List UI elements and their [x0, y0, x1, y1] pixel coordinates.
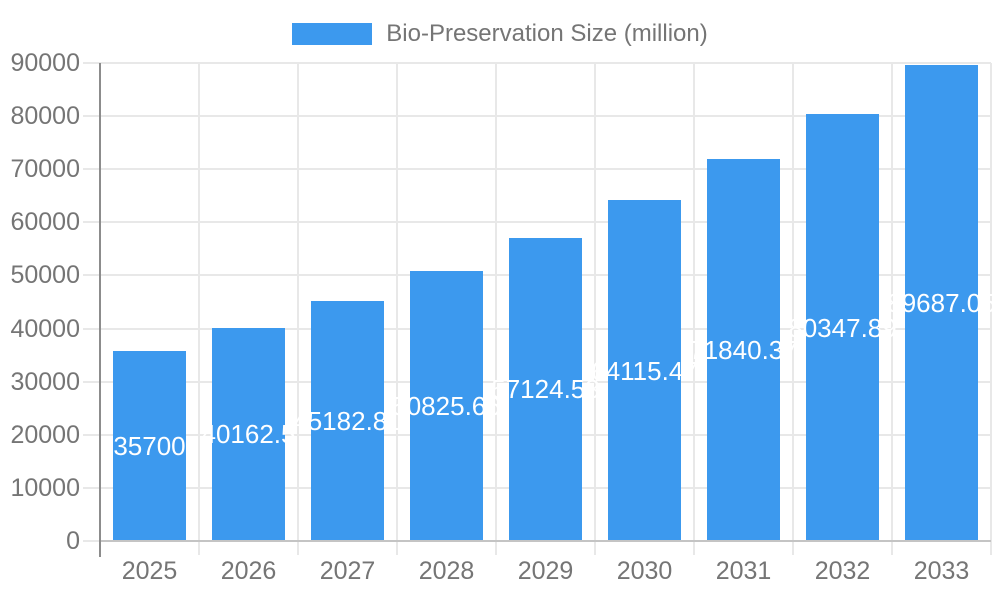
y-gridline: [83, 115, 991, 118]
bar[interactable]: [212, 327, 285, 541]
y-axis-tick-label: 60000: [10, 208, 80, 237]
y-gridline: [83, 62, 991, 64]
x-gridline: [396, 63, 398, 555]
legend-label: Bio-Preservation Size (million): [386, 20, 708, 47]
x-axis-tick-label: 2027: [319, 557, 376, 585]
x-gridline: [297, 63, 299, 555]
y-axis-tick-label: 90000: [10, 49, 80, 77]
x-gridline: [495, 63, 497, 555]
x-axis-tick-label: 2028: [418, 557, 475, 585]
y-axis-tick-label: 20000: [10, 420, 80, 449]
x-gridline: [693, 63, 695, 555]
y-axis-tick-label: 40000: [10, 314, 80, 343]
x-axis-tick-label: 2026: [220, 557, 277, 585]
chart-legend[interactable]: Bio-Preservation Size (million): [0, 20, 1000, 48]
bar[interactable]: [509, 237, 582, 541]
x-gridline: [990, 63, 992, 555]
bar[interactable]: [905, 64, 978, 541]
y-axis-tick-label: 30000: [10, 367, 80, 396]
y-gridline: [83, 168, 991, 171]
y-axis-tick-label: 0: [66, 527, 80, 555]
bar[interactable]: [410, 271, 483, 541]
legend-color-swatch-icon: [292, 23, 373, 45]
bar[interactable]: [113, 351, 186, 541]
bar[interactable]: [311, 301, 384, 541]
y-axis-tick-label: 10000: [10, 473, 80, 502]
x-axis-tick-label: 2025: [121, 557, 178, 585]
y-axis-line: [99, 63, 101, 557]
bar[interactable]: [707, 159, 780, 541]
y-axis-tick-label: 70000: [10, 155, 80, 184]
x-gridline: [891, 63, 893, 555]
x-axis-tick-label: 2032: [814, 557, 871, 585]
x-gridline: [792, 63, 794, 555]
x-axis-tick-label: 2029: [517, 557, 574, 585]
bar[interactable]: [608, 200, 681, 541]
bar[interactable]: [806, 114, 879, 541]
y-gridline: [83, 221, 991, 224]
x-axis-line: [100, 540, 991, 542]
x-axis-tick-label: 2033: [913, 557, 970, 585]
x-gridline: [198, 63, 200, 555]
x-axis-tick-label: 2031: [715, 557, 772, 585]
y-axis-tick-label: 80000: [10, 102, 80, 131]
x-axis-tick-label: 2030: [616, 557, 673, 585]
y-axis-tick-label: 50000: [10, 261, 80, 290]
x-gridline: [594, 63, 596, 555]
